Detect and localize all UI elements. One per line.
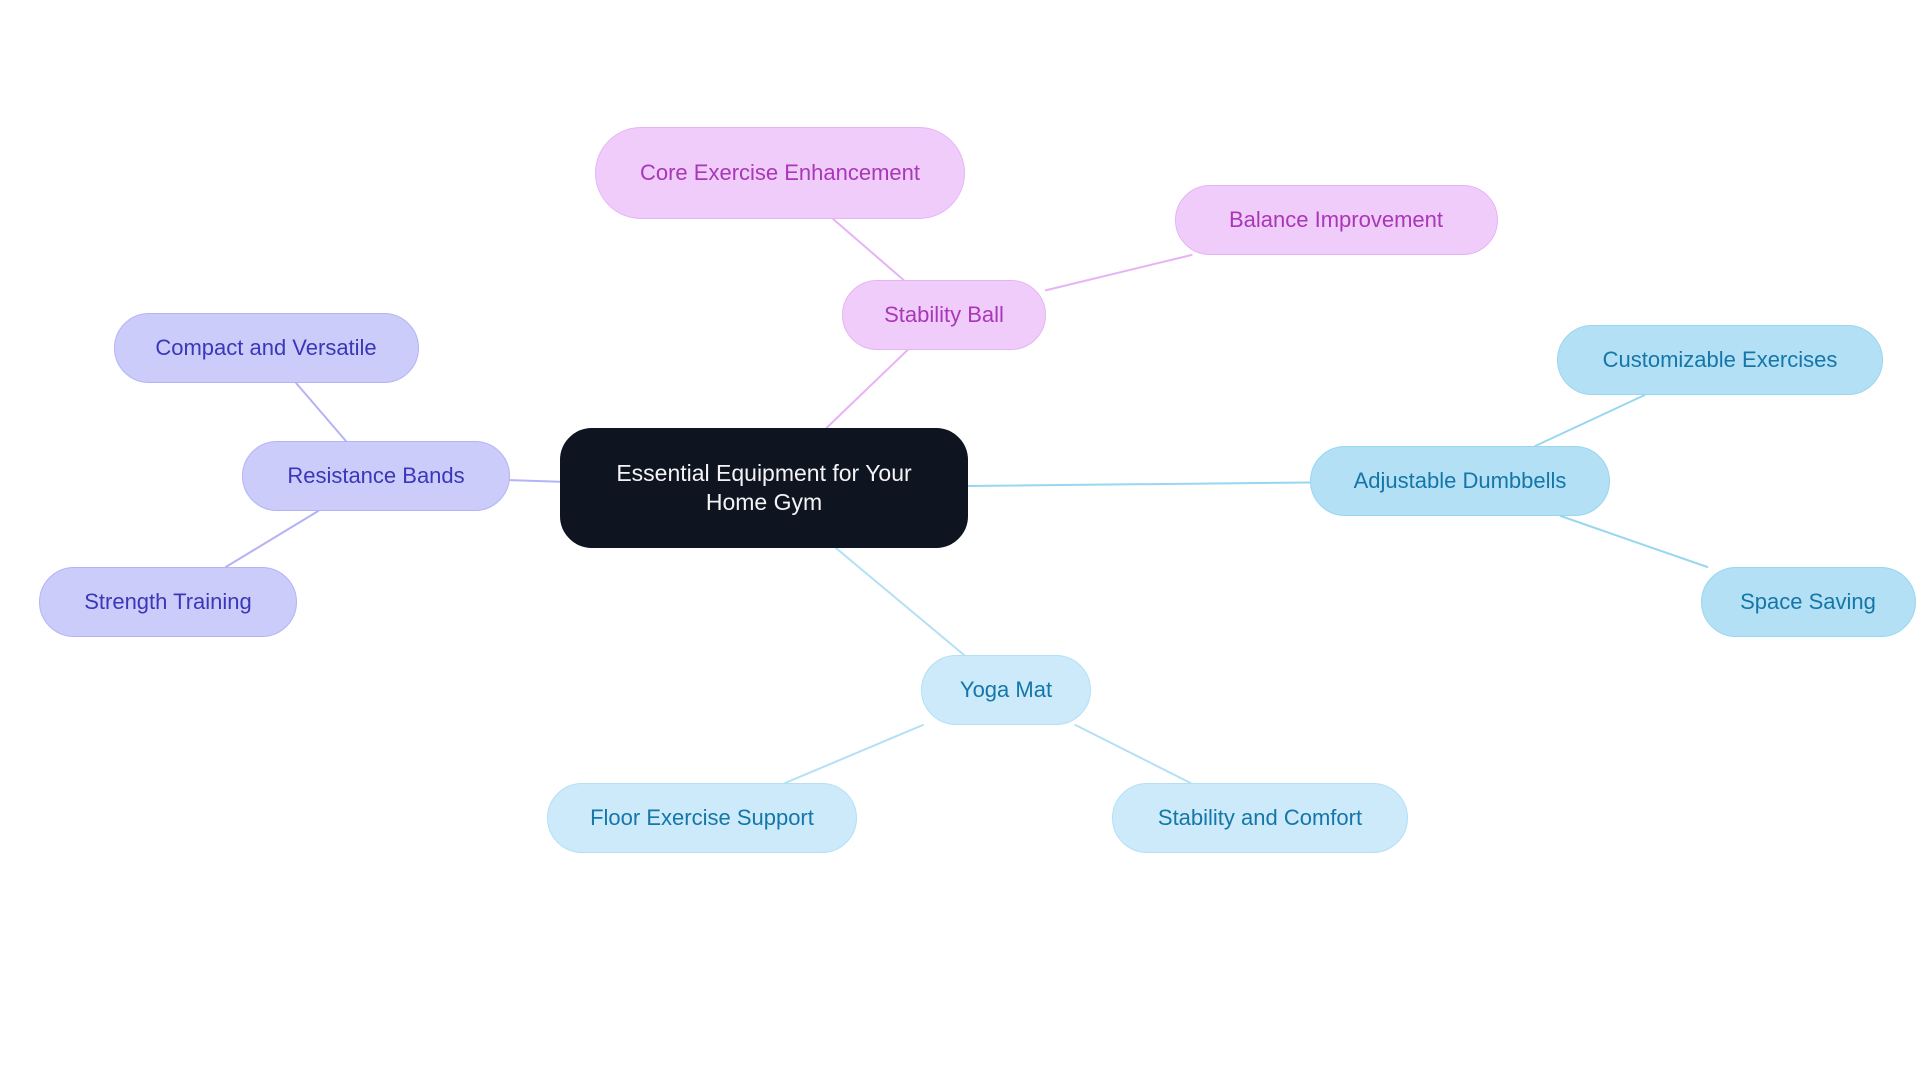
leaf-floor-exercise-label: Floor Exercise Support [590, 804, 814, 832]
leaf-space-saving-label: Space Saving [1740, 588, 1876, 616]
branch-adjustable-dumbbells: Adjustable Dumbbells [1310, 446, 1610, 516]
leaf-customizable-exercises-label: Customizable Exercises [1603, 346, 1838, 374]
branch-resistance-bands: Resistance Bands [242, 441, 510, 511]
leaf-core-exercise: Core Exercise Enhancement [595, 127, 965, 219]
branch-stability-ball: Stability Ball [842, 280, 1046, 350]
leaf-balance-improvement: Balance Improvement [1175, 185, 1498, 255]
leaf-stability-comfort: Stability and Comfort [1112, 783, 1408, 853]
leaf-compact-versatile-label: Compact and Versatile [155, 334, 376, 362]
leaf-core-exercise-label: Core Exercise Enhancement [640, 159, 920, 187]
leaf-customizable-exercises: Customizable Exercises [1557, 325, 1883, 395]
branch-yoga-mat: Yoga Mat [921, 655, 1091, 725]
leaf-compact-versatile: Compact and Versatile [114, 313, 419, 383]
leaf-balance-improvement-label: Balance Improvement [1229, 206, 1443, 234]
branch-resistance-bands-label: Resistance Bands [287, 462, 464, 490]
leaf-space-saving: Space Saving [1701, 567, 1916, 637]
root-node: Essential Equipment for Your Home Gym [560, 428, 968, 548]
branch-yoga-mat-label: Yoga Mat [960, 676, 1052, 704]
leaf-strength-training: Strength Training [39, 567, 297, 637]
leaf-strength-training-label: Strength Training [84, 588, 252, 616]
leaf-floor-exercise: Floor Exercise Support [547, 783, 857, 853]
mindmap-canvas: Essential Equipment for Your Home Gym Res… [0, 0, 1920, 1083]
branch-adjustable-dumbbells-label: Adjustable Dumbbells [1354, 467, 1567, 495]
leaf-stability-comfort-label: Stability and Comfort [1158, 804, 1362, 832]
root-node-label: Essential Equipment for Your Home Gym [616, 459, 911, 517]
branch-stability-ball-label: Stability Ball [884, 301, 1004, 329]
